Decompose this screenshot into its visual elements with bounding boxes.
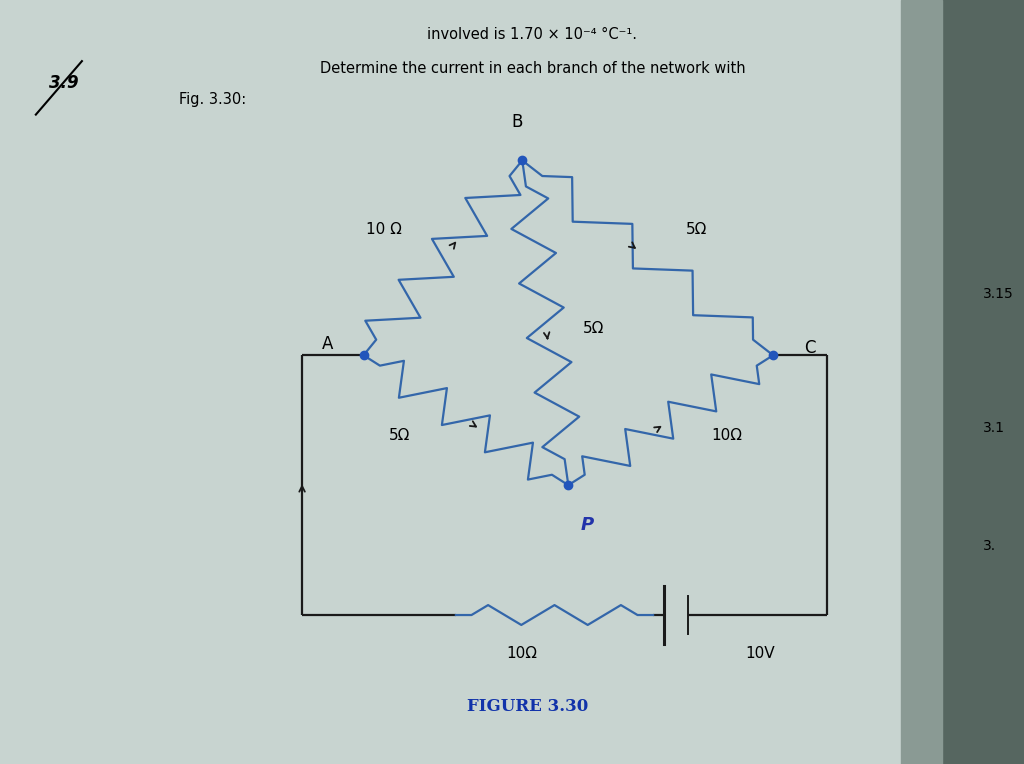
Text: 5Ω: 5Ω bbox=[389, 428, 410, 443]
Text: Determine the current in each branch of the network with: Determine the current in each branch of … bbox=[319, 61, 745, 76]
Text: C: C bbox=[804, 338, 815, 357]
Text: 10Ω: 10Ω bbox=[712, 428, 742, 443]
Text: 3.15: 3.15 bbox=[983, 287, 1014, 301]
Bar bbox=[901, 0, 942, 764]
Text: 5Ω: 5Ω bbox=[686, 222, 707, 237]
Text: 10V: 10V bbox=[745, 646, 774, 661]
Text: 10 Ω: 10 Ω bbox=[366, 222, 402, 237]
Text: 3.: 3. bbox=[983, 539, 996, 553]
Text: A: A bbox=[322, 335, 333, 353]
Text: 3.1: 3.1 bbox=[983, 421, 1005, 435]
Text: involved is 1.70 × 10⁻⁴ °C⁻¹.: involved is 1.70 × 10⁻⁴ °C⁻¹. bbox=[427, 27, 638, 42]
Text: P: P bbox=[581, 516, 593, 534]
Text: B: B bbox=[511, 113, 523, 131]
Bar bbox=[942, 0, 1024, 764]
Text: 3.9: 3.9 bbox=[49, 73, 78, 92]
Text: 10Ω: 10Ω bbox=[507, 646, 538, 661]
Text: FIGURE 3.30: FIGURE 3.30 bbox=[467, 698, 588, 715]
Text: Fig. 3.30:: Fig. 3.30: bbox=[179, 92, 247, 107]
Text: 5Ω: 5Ω bbox=[584, 321, 604, 336]
